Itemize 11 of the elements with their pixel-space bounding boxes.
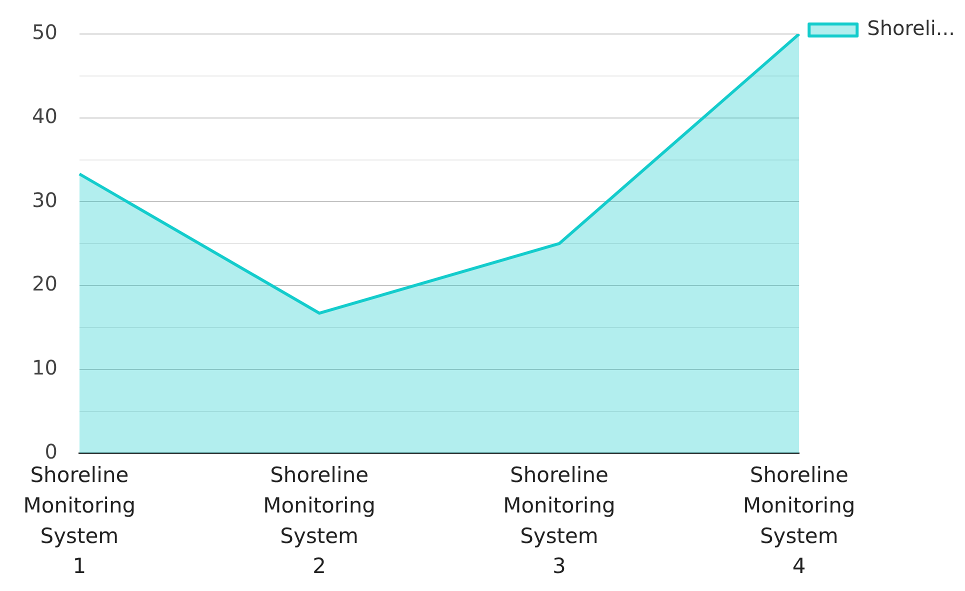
y-tick-label: 20 — [32, 272, 58, 296]
y-tick-label: 10 — [32, 356, 58, 380]
y-tick-label: 50 — [32, 20, 58, 44]
y-tick-label: 30 — [32, 188, 58, 212]
x-tick-label: Shoreline Monitoring System 4 — [742, 462, 856, 578]
y-tick-label: 0 — [44, 439, 58, 464]
x-tick-label: Shoreline Monitoring System 1 — [23, 462, 136, 578]
x-tick-label: Shoreline Monitoring System 2 — [263, 462, 376, 578]
y-tick-label: 40 — [32, 104, 58, 128]
x-tick-label: Shoreline Monitoring System 3 — [503, 462, 616, 578]
legend-label: Shoreli... — [867, 16, 956, 40]
